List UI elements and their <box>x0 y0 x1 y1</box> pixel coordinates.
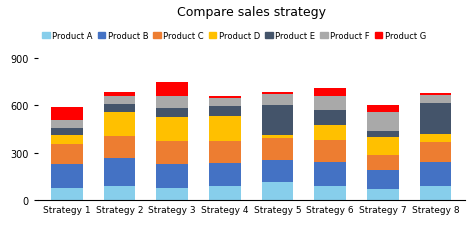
Bar <box>209 98 241 107</box>
Bar <box>314 162 346 186</box>
Bar <box>156 82 188 96</box>
Bar <box>420 134 451 142</box>
Bar <box>156 141 188 164</box>
Bar <box>314 186 346 200</box>
Bar <box>209 141 241 163</box>
Bar <box>367 131 399 137</box>
Bar <box>420 96 451 104</box>
Bar <box>262 95 293 105</box>
Bar <box>51 120 82 129</box>
Bar <box>262 105 293 136</box>
Bar <box>209 96 241 98</box>
Bar <box>420 186 451 200</box>
Bar <box>314 111 346 126</box>
Bar <box>262 138 293 160</box>
Bar <box>367 137 399 155</box>
Bar <box>156 188 188 200</box>
Bar <box>314 89 346 96</box>
Bar <box>262 183 293 200</box>
Bar <box>156 164 188 188</box>
Title: Compare sales strategy: Compare sales strategy <box>177 5 326 18</box>
Bar <box>367 155 399 170</box>
Bar <box>209 107 241 117</box>
Bar <box>209 186 241 200</box>
Bar <box>51 188 82 200</box>
Bar <box>51 144 82 165</box>
Bar <box>209 117 241 141</box>
Legend: Product A, Product B, Product C, Product D, Product E, Product F, Product G: Product A, Product B, Product C, Product… <box>42 32 426 41</box>
Bar <box>314 140 346 162</box>
Bar <box>420 142 451 162</box>
Bar <box>367 190 399 200</box>
Bar <box>51 129 82 136</box>
Bar <box>262 160 293 183</box>
Bar <box>420 162 451 186</box>
Bar <box>314 126 346 140</box>
Bar <box>156 108 188 118</box>
Bar <box>209 163 241 186</box>
Bar <box>367 170 399 190</box>
Bar <box>104 136 136 158</box>
Bar <box>104 93 136 96</box>
Bar <box>51 165 82 188</box>
Bar <box>51 108 82 120</box>
Bar <box>51 136 82 144</box>
Bar <box>156 96 188 108</box>
Bar <box>420 94 451 96</box>
Bar <box>367 113 399 131</box>
Bar <box>104 158 136 186</box>
Bar <box>262 136 293 138</box>
Bar <box>367 105 399 113</box>
Bar <box>156 118 188 141</box>
Bar <box>104 112 136 136</box>
Bar <box>314 96 346 111</box>
Bar <box>262 93 293 95</box>
Bar <box>104 186 136 200</box>
Bar <box>104 96 136 104</box>
Bar <box>104 104 136 112</box>
Bar <box>420 104 451 134</box>
